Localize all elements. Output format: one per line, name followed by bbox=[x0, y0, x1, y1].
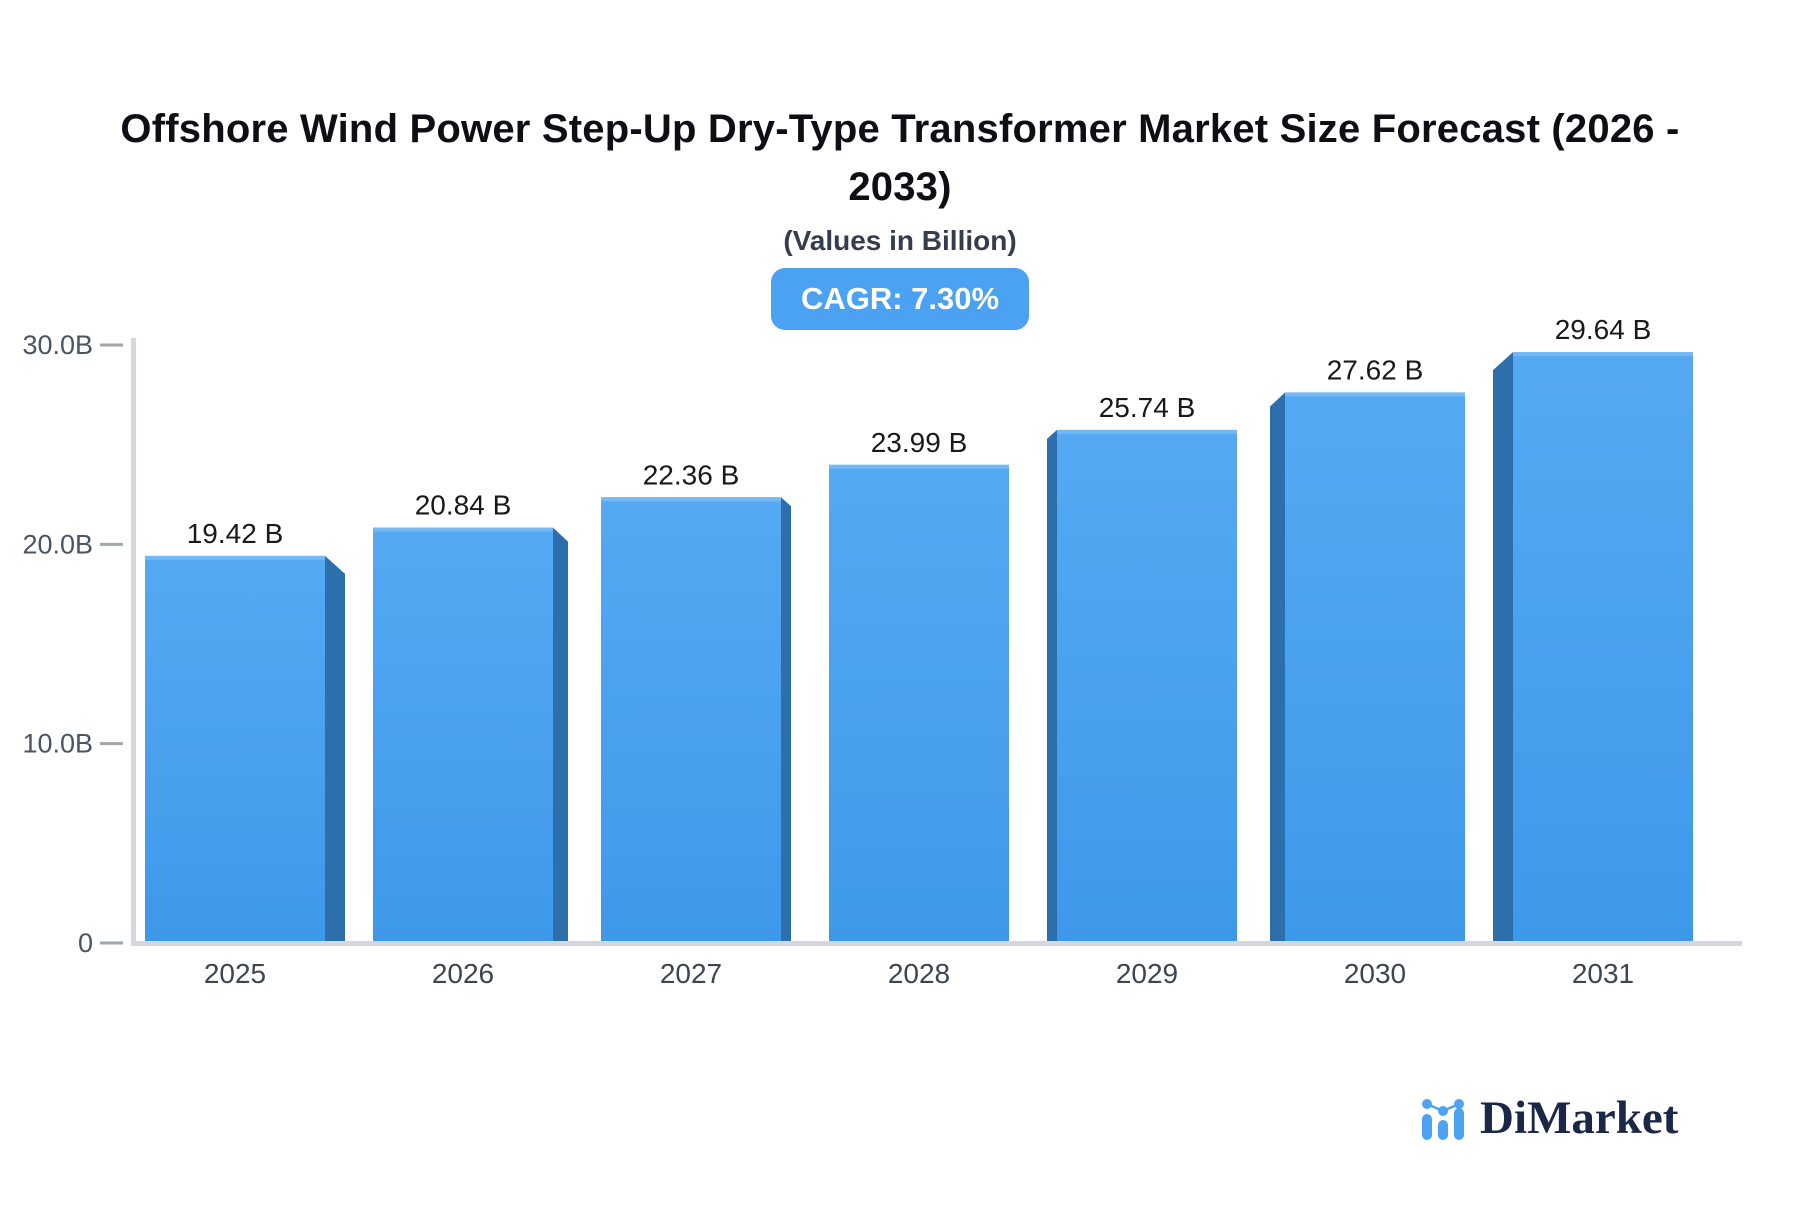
bar-side-face bbox=[1270, 392, 1285, 945]
cagr-badge: CAGR: 7.30% bbox=[770, 268, 1030, 330]
bar bbox=[145, 555, 325, 945]
labels-layer: 19.42 B 2025 20.84 B 2026 22.36 B 2027 23.99 B… bbox=[22, 314, 1651, 989]
axis-layer bbox=[100, 338, 1742, 946]
bars-layer bbox=[145, 352, 1693, 945]
bar-top-highlight bbox=[829, 464, 1009, 469]
x-axis-tick-label: 2030 bbox=[1344, 958, 1406, 989]
bar-value-label: 25.74 B bbox=[1099, 392, 1196, 423]
y-axis-tick-label: 10.0B bbox=[22, 729, 93, 759]
bar bbox=[1513, 352, 1693, 945]
bar-line-chart-icon bbox=[1422, 1099, 1464, 1140]
bar-value-label: 29.64 B bbox=[1555, 314, 1652, 345]
bar-top-highlight bbox=[1513, 352, 1693, 357]
bar-side-face bbox=[1493, 352, 1513, 945]
x-axis-tick-label: 2029 bbox=[1116, 958, 1178, 989]
chart-title: Offshore Wind Power Step-Up Dry-Type Tra… bbox=[120, 107, 1680, 209]
x-axis-tick-label: 2031 bbox=[1572, 958, 1634, 989]
bar-top-highlight bbox=[1285, 392, 1465, 397]
bar bbox=[1057, 429, 1237, 945]
bar bbox=[601, 497, 781, 945]
y-axis-tick-label: 0 bbox=[78, 928, 93, 958]
bar-side-face bbox=[781, 497, 791, 945]
chart-subtitle: (Values in Billion) bbox=[783, 225, 1017, 256]
bar-side-face bbox=[1047, 429, 1057, 945]
x-axis-tick-label: 2027 bbox=[660, 958, 722, 989]
y-axis-tick-label: 20.0B bbox=[22, 529, 93, 559]
bar-side-face bbox=[553, 527, 568, 945]
x-axis-tick-label: 2028 bbox=[888, 958, 950, 989]
bar-top-highlight bbox=[1057, 429, 1237, 434]
x-axis-tick-label: 2026 bbox=[432, 958, 494, 989]
brand-name: DiMarket bbox=[1480, 1092, 1679, 1144]
bar-side-face bbox=[325, 555, 345, 945]
bar-value-label: 20.84 B bbox=[415, 490, 512, 521]
bar bbox=[1285, 392, 1465, 945]
bar-value-label: 19.42 B bbox=[187, 518, 284, 549]
y-axis-tick-label: 30.0B bbox=[22, 330, 93, 360]
bar-value-label: 27.62 B bbox=[1327, 354, 1424, 385]
bar-top-highlight bbox=[145, 555, 325, 560]
bar bbox=[829, 464, 1009, 945]
chart-header: Offshore Wind Power Step-Up Dry-Type Tra… bbox=[80, 100, 1720, 330]
brand-logo: DiMarket bbox=[1420, 1092, 1679, 1144]
bar-top-highlight bbox=[373, 527, 553, 532]
bar-value-label: 22.36 B bbox=[643, 459, 740, 490]
bar-top-highlight bbox=[601, 497, 781, 502]
x-axis-tick-label: 2025 bbox=[204, 958, 266, 989]
bar-value-label: 23.99 B bbox=[871, 427, 968, 458]
bar bbox=[373, 527, 553, 945]
